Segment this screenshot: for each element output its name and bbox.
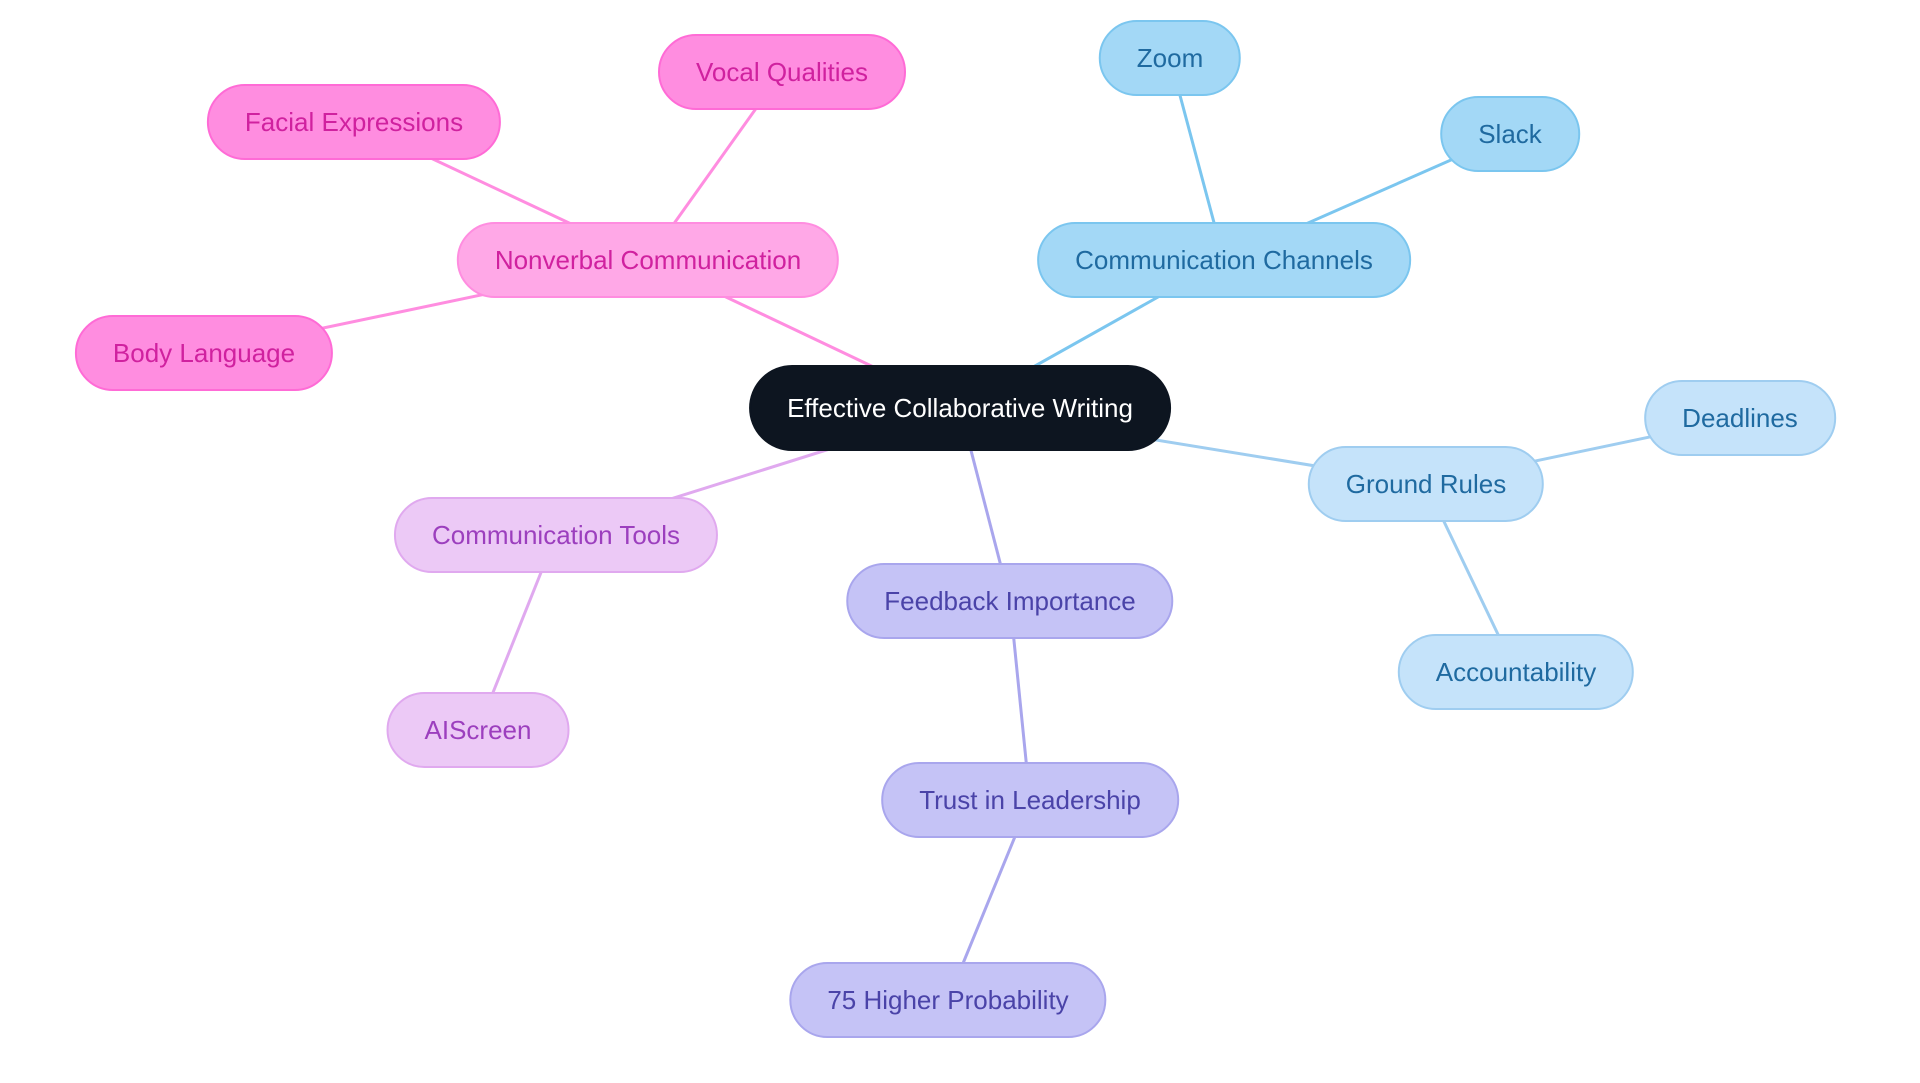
node-label-facial: Facial Expressions xyxy=(245,107,463,138)
node-label-tools: Communication Tools xyxy=(432,520,680,551)
node-vocal: Vocal Qualities xyxy=(658,34,906,110)
node-label-deadlines: Deadlines xyxy=(1682,403,1798,434)
node-nonverbal: Nonverbal Communication xyxy=(457,222,839,298)
node-zoom: Zoom xyxy=(1099,20,1241,96)
node-label-channels: Communication Channels xyxy=(1075,245,1373,276)
mindmap-canvas: Effective Collaborative Writing Nonverbal… xyxy=(0,0,1920,1083)
node-aiscreen: AIScreen xyxy=(387,692,570,768)
node-label-rules: Ground Rules xyxy=(1346,469,1506,500)
node-label-vocal: Vocal Qualities xyxy=(696,57,868,88)
node-label-zoom: Zoom xyxy=(1137,43,1203,74)
node-root: Effective Collaborative Writing xyxy=(749,365,1171,451)
node-prob: 75 Higher Probability xyxy=(789,962,1106,1038)
node-tools: Communication Tools xyxy=(394,497,718,573)
node-deadlines: Deadlines xyxy=(1644,380,1836,456)
node-slack: Slack xyxy=(1440,96,1580,172)
node-feedback: Feedback Importance xyxy=(846,563,1173,639)
node-label-root: Effective Collaborative Writing xyxy=(787,393,1133,424)
node-label-nonverbal: Nonverbal Communication xyxy=(495,245,801,276)
node-label-aiscreen: AIScreen xyxy=(425,715,532,746)
node-body: Body Language xyxy=(75,315,333,391)
node-label-prob: 75 Higher Probability xyxy=(827,985,1068,1016)
node-label-account: Accountability xyxy=(1436,657,1596,688)
node-label-feedback: Feedback Importance xyxy=(884,586,1135,617)
node-trust: Trust in Leadership xyxy=(881,762,1179,838)
node-label-slack: Slack xyxy=(1478,119,1542,150)
node-label-trust: Trust in Leadership xyxy=(919,785,1141,816)
node-account: Accountability xyxy=(1398,634,1634,710)
node-label-body: Body Language xyxy=(113,338,295,369)
node-channels: Communication Channels xyxy=(1037,222,1411,298)
node-rules: Ground Rules xyxy=(1308,446,1544,522)
edges-layer xyxy=(0,0,1920,1083)
node-facial: Facial Expressions xyxy=(207,84,501,160)
